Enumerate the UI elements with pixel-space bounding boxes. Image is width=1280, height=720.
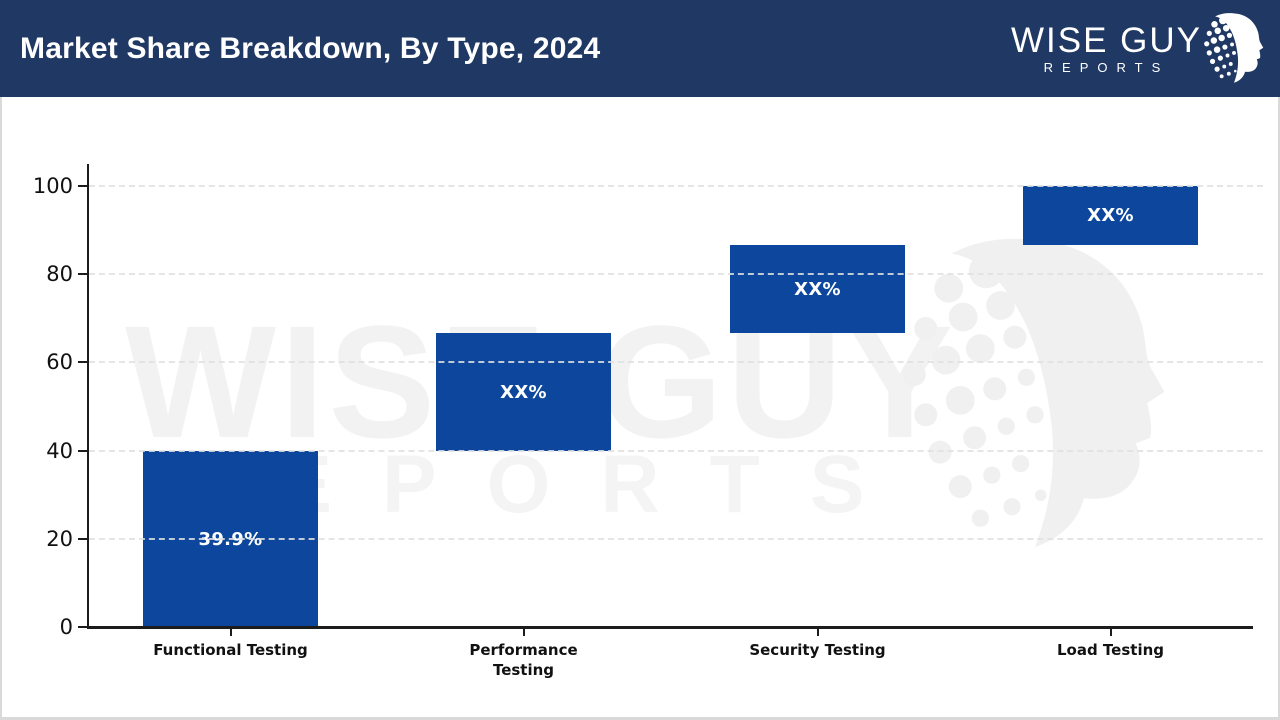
gridline xyxy=(89,273,1263,276)
y-tick-mark xyxy=(78,626,87,628)
x-axis-line xyxy=(87,626,1253,629)
y-tick-label: 80 xyxy=(46,262,73,287)
bar-value-label: XX% xyxy=(500,381,547,403)
category-label: Performance Testing xyxy=(469,641,578,679)
category-label: Security Testing xyxy=(749,641,886,659)
x-tick-mark xyxy=(229,627,232,636)
category-label: Load Testing xyxy=(1056,641,1164,659)
y-tick-mark xyxy=(78,185,87,187)
x-tick-mark xyxy=(816,627,819,636)
x-tick-mark xyxy=(522,627,525,636)
page-title: Market Share Breakdown, By Type, 2024 xyxy=(20,31,601,65)
brand-subname: REPORTS xyxy=(1043,60,1170,76)
brand-name: WISE GUY xyxy=(1010,20,1202,60)
dotted-head-icon xyxy=(1204,13,1264,83)
y-tick-mark xyxy=(78,273,87,276)
bar-segment: XX% xyxy=(436,333,611,452)
y-tick-mark xyxy=(78,449,87,452)
y-tick-mark xyxy=(78,537,87,540)
category-label: Functional Testing xyxy=(153,641,308,659)
y-axis-line xyxy=(87,164,89,629)
y-tick-label: 100 xyxy=(32,174,73,198)
y-tick-label: 20 xyxy=(46,526,73,551)
y-tick-label: 40 xyxy=(46,438,73,463)
watermark-dotted-head xyxy=(902,238,1165,547)
bar-value-label: XX% xyxy=(1087,205,1134,227)
y-tick-label: 0 xyxy=(59,615,73,639)
gridline xyxy=(89,185,1263,187)
y-tick-label: 60 xyxy=(46,350,73,375)
x-tick-mark xyxy=(1109,627,1112,636)
card-border-bottom xyxy=(0,717,1280,720)
header-bar: Market Share Breakdown, By Type, 2024 WI… xyxy=(0,0,1280,97)
card-border-right xyxy=(1278,97,1280,720)
gridline xyxy=(89,449,1263,452)
y-tick-mark xyxy=(78,361,87,364)
brand-logo: WISE GUY REPORTS xyxy=(1011,10,1270,88)
brand-logo-text: WISE GUY REPORTS xyxy=(1010,20,1202,76)
gridline xyxy=(89,537,1263,540)
bar-segment: XX% xyxy=(1023,186,1198,246)
bar-segment: XX% xyxy=(730,245,905,334)
bar-value-label: XX% xyxy=(794,278,841,300)
gridline xyxy=(89,361,1263,364)
card-border-left xyxy=(0,97,2,720)
